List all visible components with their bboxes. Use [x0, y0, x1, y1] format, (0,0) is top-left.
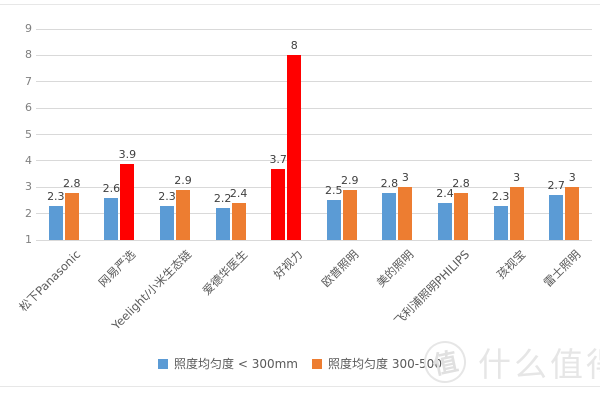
- bar-series2: [287, 55, 302, 240]
- bar-value-label: 2.3: [491, 189, 510, 203]
- legend-swatch-icon: [312, 358, 322, 369]
- plot-area: 1 2 3 4 5 6 7 8 9 2.3 2.8 松下Panasonic 2.6 3.9 网易严选 2.3 2…: [16, 22, 592, 333]
- bar-value-label: 2.4: [229, 187, 248, 201]
- gridline: [36, 160, 592, 162]
- bar-series1: [326, 200, 341, 240]
- bar-series1: [160, 205, 174, 240]
- bar-series1: [48, 205, 63, 240]
- legend-item: 照度均匀度 < 300mm: [158, 355, 298, 372]
- bar-series1: [438, 203, 452, 240]
- bar-series2: [64, 192, 79, 240]
- bar-value-label: 2.5: [325, 184, 343, 198]
- gridline: [36, 81, 592, 83]
- bar-series1: [104, 197, 119, 240]
- bar-series2: [231, 203, 246, 240]
- bar-series1: [549, 195, 564, 240]
- bar-series2: [454, 192, 468, 240]
- bar-value-label: 2.3: [158, 189, 176, 203]
- bar-value-label: 2.2: [213, 192, 232, 206]
- legend-item: 照度均匀度 300-500: [312, 355, 442, 372]
- bar-value-label: 3: [513, 171, 521, 185]
- gridline: [36, 213, 592, 215]
- bar-value-label: 2.3: [47, 189, 65, 203]
- legend-label: 照度均匀度 300-500: [328, 357, 442, 371]
- y-axis-tick-label: 7: [25, 74, 32, 88]
- bar-value-label: 2.9: [174, 173, 192, 187]
- bar-value-label: 3: [568, 171, 576, 185]
- gridline: [36, 54, 592, 56]
- top-divider: [0, 4, 600, 5]
- legend-swatch-icon: [158, 358, 169, 369]
- bar-series2: [342, 189, 357, 240]
- bar-value-label: 2.8: [380, 176, 399, 190]
- bar-value-label: 3.7: [269, 152, 287, 166]
- gridline: [36, 134, 592, 135]
- y-axis-tick-label: 5: [25, 127, 32, 141]
- gridline: [36, 28, 592, 30]
- bar-series2: [509, 187, 524, 240]
- legend-label: 照度均匀度 < 300mm: [174, 357, 298, 371]
- bar-value-label: 2.8: [63, 176, 81, 190]
- gridline: [36, 239, 592, 241]
- bar-value-label: 2.7: [547, 179, 565, 193]
- bar-value-label: 2.4: [436, 187, 454, 201]
- bar-series1: [493, 205, 508, 240]
- bar-value-label: 3.9: [118, 147, 137, 161]
- gridline: [36, 107, 592, 109]
- bar-series2: [176, 189, 190, 240]
- bar-series2: [120, 163, 135, 240]
- bottom-divider: [0, 386, 600, 387]
- y-axis-tick-label: 3: [25, 180, 32, 194]
- bar-value-label: 2.8: [452, 176, 470, 190]
- bar-series1: [215, 208, 230, 240]
- bar-value-label: 2.9: [341, 173, 359, 187]
- bar-value-label: 3: [401, 171, 409, 185]
- y-axis-tick-label: 1: [25, 233, 32, 246]
- bar-value-label: 2.6: [102, 181, 121, 195]
- y-axis-tick-label: 2: [25, 206, 32, 220]
- bar-series1: [382, 192, 397, 240]
- bar-value-label: 8: [290, 39, 298, 53]
- bar-series2: [565, 187, 580, 240]
- chart-legend: 照度均匀度 < 300mm 照度均匀度 300-500: [0, 355, 600, 372]
- y-axis-tick-label: 6: [25, 101, 32, 115]
- gridline: [36, 186, 592, 188]
- y-axis-tick-label: 8: [25, 48, 32, 62]
- bar-series1: [271, 168, 286, 240]
- bar-series2: [398, 187, 413, 240]
- y-axis-tick-label: 9: [25, 22, 32, 35]
- y-axis-tick-label: 4: [25, 153, 32, 167]
